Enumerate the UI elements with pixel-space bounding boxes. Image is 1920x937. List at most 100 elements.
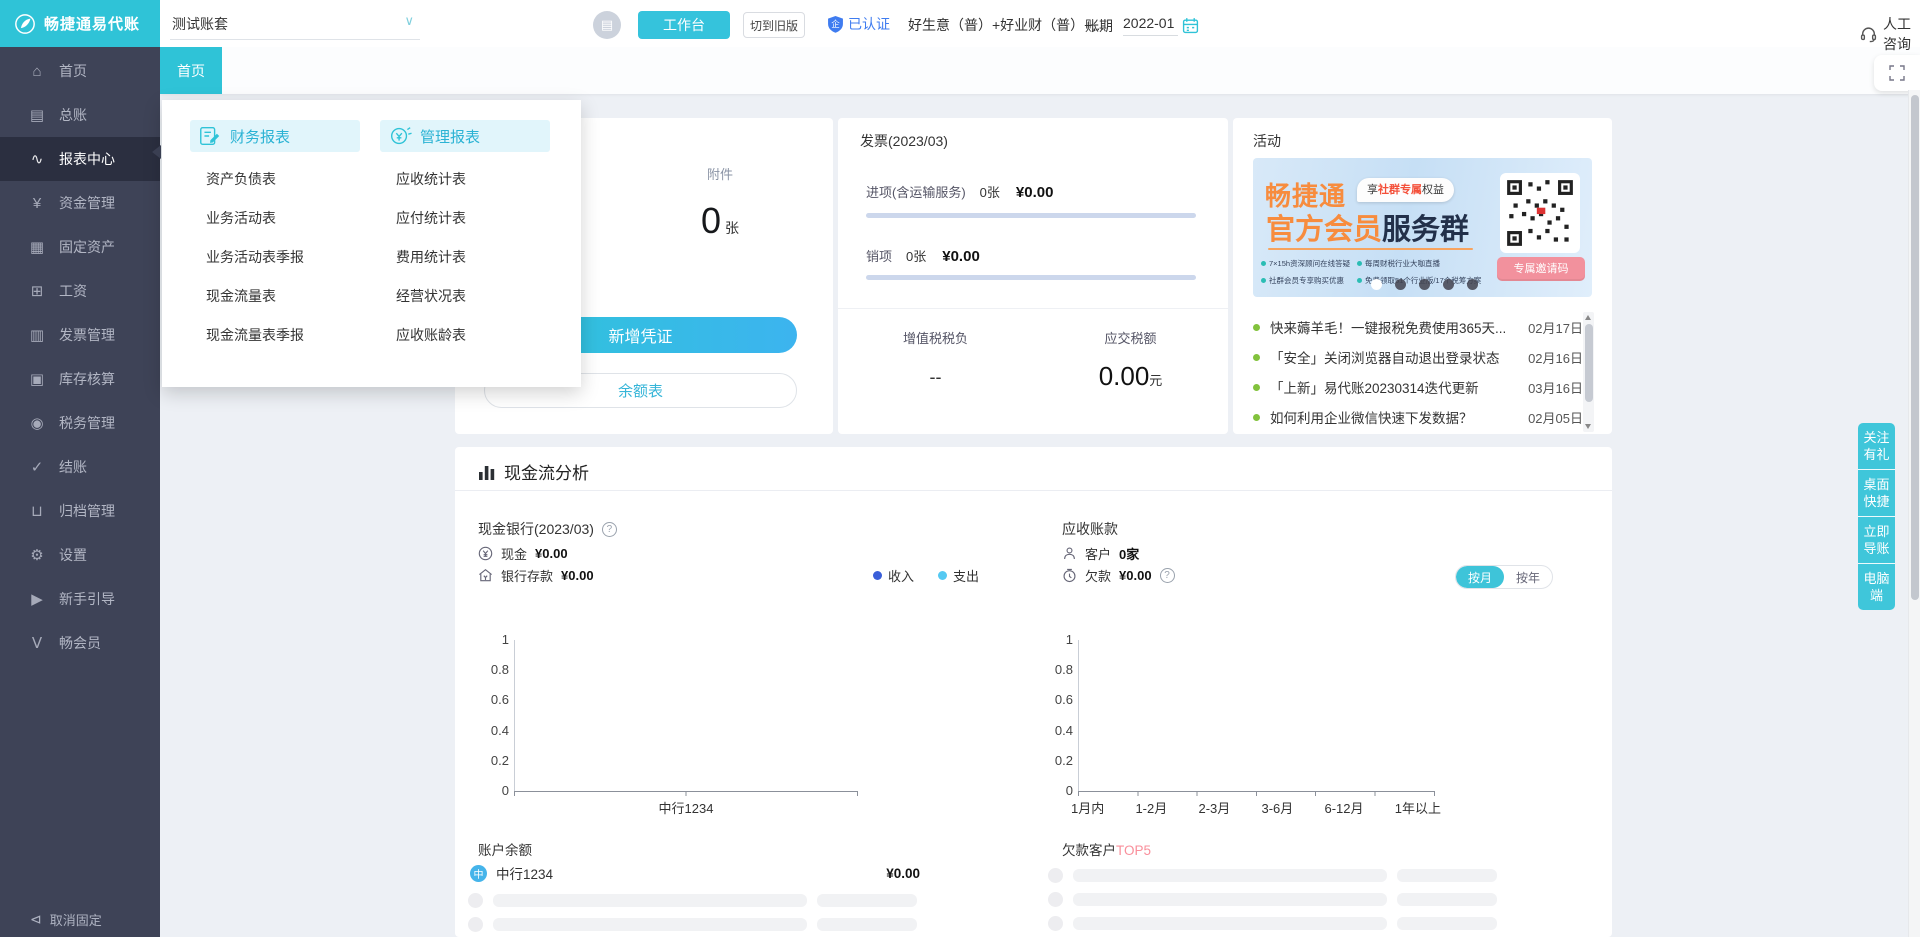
period-toggle[interactable]: 按月 按年 xyxy=(1455,565,1553,589)
sidebar-item[interactable]: ⊞ 工资 xyxy=(0,269,160,313)
vat-burden-stat: 增值税税负 -- xyxy=(902,331,968,387)
sidebar-item-label: 固定资产 xyxy=(59,239,115,255)
balance-sheet-button[interactable]: 余额表 xyxy=(484,373,797,408)
banner-bullet: 社群会员专享购买优惠 xyxy=(1261,275,1357,286)
help-icon[interactable]: ? xyxy=(1159,568,1175,583)
sidebar-item-label: 发票管理 xyxy=(59,327,115,343)
menu-item-report[interactable]: 应收统计表 xyxy=(396,171,466,187)
news-item[interactable]: 「安全」关闭浏览器自动退出登录状态 02月16日 xyxy=(1253,342,1583,372)
toggle-yearly[interactable]: 按年 xyxy=(1515,570,1540,585)
menu-item-report[interactable]: 现金流量表季报 xyxy=(206,327,304,343)
menu-item-report[interactable]: 资产负债表 xyxy=(206,171,276,187)
sidebar-item[interactable]: ✓ 结账 xyxy=(0,445,160,489)
menu-item-report[interactable]: 应收账龄表 xyxy=(396,327,466,343)
news-date: 02月05日 xyxy=(1528,410,1583,426)
x-tick-label: 1-2月 xyxy=(1135,801,1168,816)
fullscreen-toggle[interactable] xyxy=(1874,55,1920,91)
board-icon[interactable]: ▤ xyxy=(593,11,621,39)
float-menu-item[interactable]: 桌面快捷 xyxy=(1858,469,1895,516)
invite-code-button[interactable]: 专属邀请码 xyxy=(1497,257,1585,281)
sidebar-item[interactable]: ▣ 库存核算 xyxy=(0,357,160,401)
app-logo[interactable]: 畅捷通易代账 xyxy=(0,0,160,47)
sidebar-item[interactable]: ▶ 新手引导 xyxy=(0,577,160,621)
news-item[interactable]: 如何利用企业微信快速下发数据？ 02月05日 xyxy=(1253,402,1583,432)
sidebar-item-label: 资金管理 xyxy=(59,195,115,211)
carousel-dot[interactable] xyxy=(1395,279,1406,290)
y-tick-label: 0.2 xyxy=(490,752,509,768)
carousel-dot[interactable] xyxy=(1371,279,1382,290)
unpin-sidebar-button[interactable]: ⊲ 取消固定 xyxy=(30,910,102,929)
sidebar-item[interactable]: ▦ 固定资产 xyxy=(0,225,160,269)
menu-item-report[interactable]: 业务活动表 xyxy=(206,210,276,226)
cash-row: 现金 ¥0.00 xyxy=(478,544,568,563)
sidebar-item[interactable]: ∿ 报表中心 xyxy=(0,137,160,181)
scroll-down-icon[interactable] xyxy=(1585,424,1591,429)
account-set-dropdown[interactable]: 测试账套 ∨ xyxy=(170,10,420,40)
sidebar-item[interactable]: ¥ 资金管理 xyxy=(0,181,160,225)
management-report-icon xyxy=(388,124,412,148)
news-date: 02月16日 xyxy=(1528,350,1583,366)
bank-account-amount: ¥0.00 xyxy=(886,865,920,881)
menu-item-report[interactable]: 现金流量表 xyxy=(206,288,276,304)
float-menu-item[interactable]: 关注有礼 xyxy=(1863,430,1890,462)
menu-item-report[interactable]: 应付统计表 xyxy=(396,210,466,226)
support-link[interactable]: 人工咨询 xyxy=(1860,14,1920,54)
menu-item-report[interactable]: 费用统计表 xyxy=(396,249,466,265)
sidebar-item[interactable]: ⚙ 设置 xyxy=(0,533,160,577)
products-text[interactable]: 好生意（普）+好业财（普）+... xyxy=(908,17,1105,33)
receivables-title: 应收账款 xyxy=(1062,521,1118,537)
sidebar-item[interactable]: ▥ 发票管理 xyxy=(0,313,160,357)
float-menu-item[interactable]: 立即导账 xyxy=(1858,516,1895,563)
banner-brand: 畅捷通 xyxy=(1265,181,1347,211)
sidebar-item-label: 结账 xyxy=(59,459,87,475)
news-item[interactable]: 快来薅羊毛！一键报税免费使用365天... 02月17日 xyxy=(1253,312,1583,342)
sidebar-item-label: 设置 xyxy=(59,547,87,563)
y-tick-label: 0.6 xyxy=(490,692,509,708)
sidebar-item[interactable]: ◉ 税务管理 xyxy=(0,401,160,445)
invoice-divider xyxy=(838,308,1228,309)
workbench-button[interactable]: 工作台 xyxy=(638,11,730,39)
banner-bullet: 7×15h资深顾问在线答疑 xyxy=(1261,258,1357,269)
cashflow-divider xyxy=(455,490,1612,491)
management-reports-header: 管理报表 xyxy=(380,120,550,152)
news-item[interactable]: 「上新」易代账20230314迭代更新 03月16日 xyxy=(1253,372,1583,402)
svg-text:企: 企 xyxy=(831,19,840,29)
menu-item-report[interactable]: 经营状况表 xyxy=(396,288,466,304)
period-value[interactable]: 2022-01 xyxy=(1123,15,1179,36)
carousel-dot[interactable] xyxy=(1443,279,1454,290)
calendar-icon[interactable] xyxy=(1182,17,1199,34)
y-tick-label: 0.8 xyxy=(490,662,509,678)
certified-label: 已认证 xyxy=(848,16,890,32)
news-scrollbar-thumb[interactable] xyxy=(1584,324,1593,402)
news-date: 02月17日 xyxy=(1528,320,1583,336)
sidebar-item[interactable]: ⊔ 归档管理 xyxy=(0,489,160,533)
toggle-monthly[interactable]: 按月 xyxy=(1456,566,1504,588)
page-scrollbar-thumb[interactable] xyxy=(1911,95,1919,600)
promo-banner[interactable]: 畅捷通 享社群专属权益 官方会员服务群 7×15h资深顾问在线答疑 每周财税行业大… xyxy=(1253,158,1592,297)
carousel-dot[interactable] xyxy=(1419,279,1430,290)
report-center-icon: ∿ xyxy=(30,151,44,168)
sidebar-item[interactable]: ⌂ 首页 xyxy=(0,49,160,93)
sidebar-item[interactable]: Ⅴ 畅会员 xyxy=(0,621,160,665)
sidebar-item[interactable]: ▤ 总账 xyxy=(0,93,160,137)
y-tick-label: 0.2 xyxy=(1054,752,1073,768)
funds-icon: ¥ xyxy=(32,194,42,212)
financial-reports-header: 财务报表 xyxy=(190,120,360,152)
sidebar: 畅捷通易代账 ⌂ 首页 ▤ 总账 ∿ 报表中心 ¥ xyxy=(0,0,160,937)
bank-account-row[interactable]: 中 中行1234 ¥0.00 xyxy=(470,863,920,883)
sidebar-item-label: 库存核算 xyxy=(59,371,115,387)
carousel-dot[interactable] xyxy=(1467,279,1478,290)
help-icon[interactable]: ? xyxy=(601,521,617,537)
sidebar-item-label: 归档管理 xyxy=(59,503,115,519)
switch-old-version-button[interactable]: 切到旧版 xyxy=(743,12,805,38)
tab-home[interactable]: 首页 xyxy=(160,47,222,94)
float-menu-item[interactable]: 电脑端 xyxy=(1858,563,1895,610)
cash-coin-icon xyxy=(478,546,493,561)
menu-item-report[interactable]: 业务活动表季报 xyxy=(206,249,304,265)
scroll-up-icon[interactable] xyxy=(1585,315,1591,320)
bar-chart-icon xyxy=(478,463,496,481)
logo-feather-icon xyxy=(14,13,36,35)
period-picker[interactable]: 账期 2022-01 xyxy=(1085,15,1199,36)
